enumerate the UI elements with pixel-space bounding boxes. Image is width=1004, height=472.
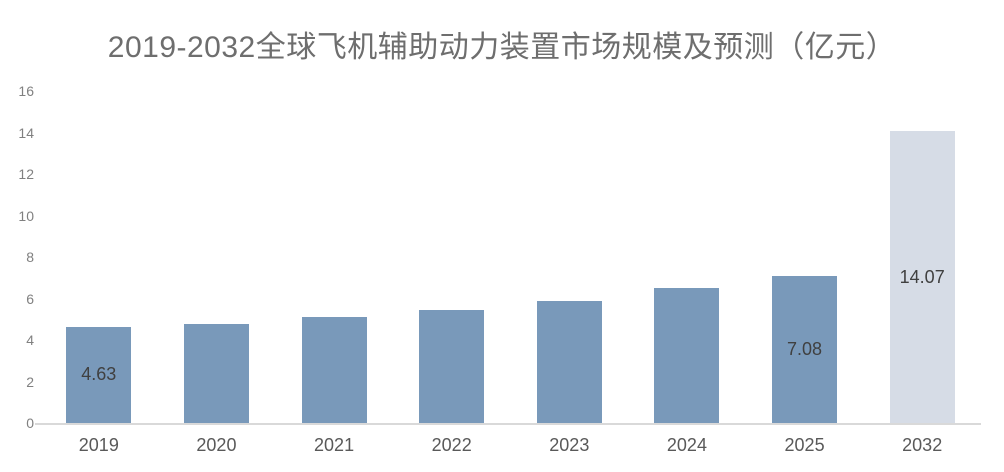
- y-tick-label-8: 8: [26, 249, 34, 265]
- y-tick-label-0: 0: [26, 415, 34, 431]
- x-tick-label-2024: 2024: [666, 435, 707, 455]
- bar-2022: [419, 309, 485, 423]
- bar-2032: 14.07: [889, 131, 955, 423]
- y-tick-label-4: 4: [26, 332, 34, 348]
- x-tick-label-2023: 2023: [549, 435, 590, 455]
- bar-2021: [301, 317, 367, 423]
- data-label-2032: 14.07: [899, 266, 945, 287]
- x-tick-label-2021: 2021: [314, 435, 355, 455]
- bar-2020: [183, 324, 249, 423]
- y-tick-label-14: 14: [18, 124, 34, 141]
- y-tick-label-16: 16: [18, 83, 34, 99]
- data-label-2025: 7.08: [787, 339, 823, 360]
- bar-2025: 7.08: [772, 276, 838, 423]
- x-tick-label-2020: 2020: [196, 435, 237, 455]
- bar-2019: 4.63: [66, 326, 132, 423]
- x-tick-label-2032: 2032: [902, 435, 943, 455]
- bar-2024: [654, 288, 720, 423]
- x-tick-label-2025: 2025: [784, 435, 825, 455]
- x-tick-label-2019: 2019: [78, 435, 119, 455]
- x-axis-line: [35, 423, 981, 425]
- y-tick-label-10: 10: [18, 207, 34, 224]
- y-tick-label-2: 2: [26, 373, 34, 390]
- y-tick-label-12: 12: [18, 166, 34, 182]
- chart-title: 2019-2032全球飞机辅助动力装置市场规模及预测（亿元）: [107, 31, 897, 64]
- bar-2023: [536, 300, 602, 423]
- data-label-2019: 4.63: [81, 364, 117, 385]
- x-tick-label-2022: 2022: [431, 435, 472, 455]
- y-tick-label-6: 6: [26, 290, 34, 307]
